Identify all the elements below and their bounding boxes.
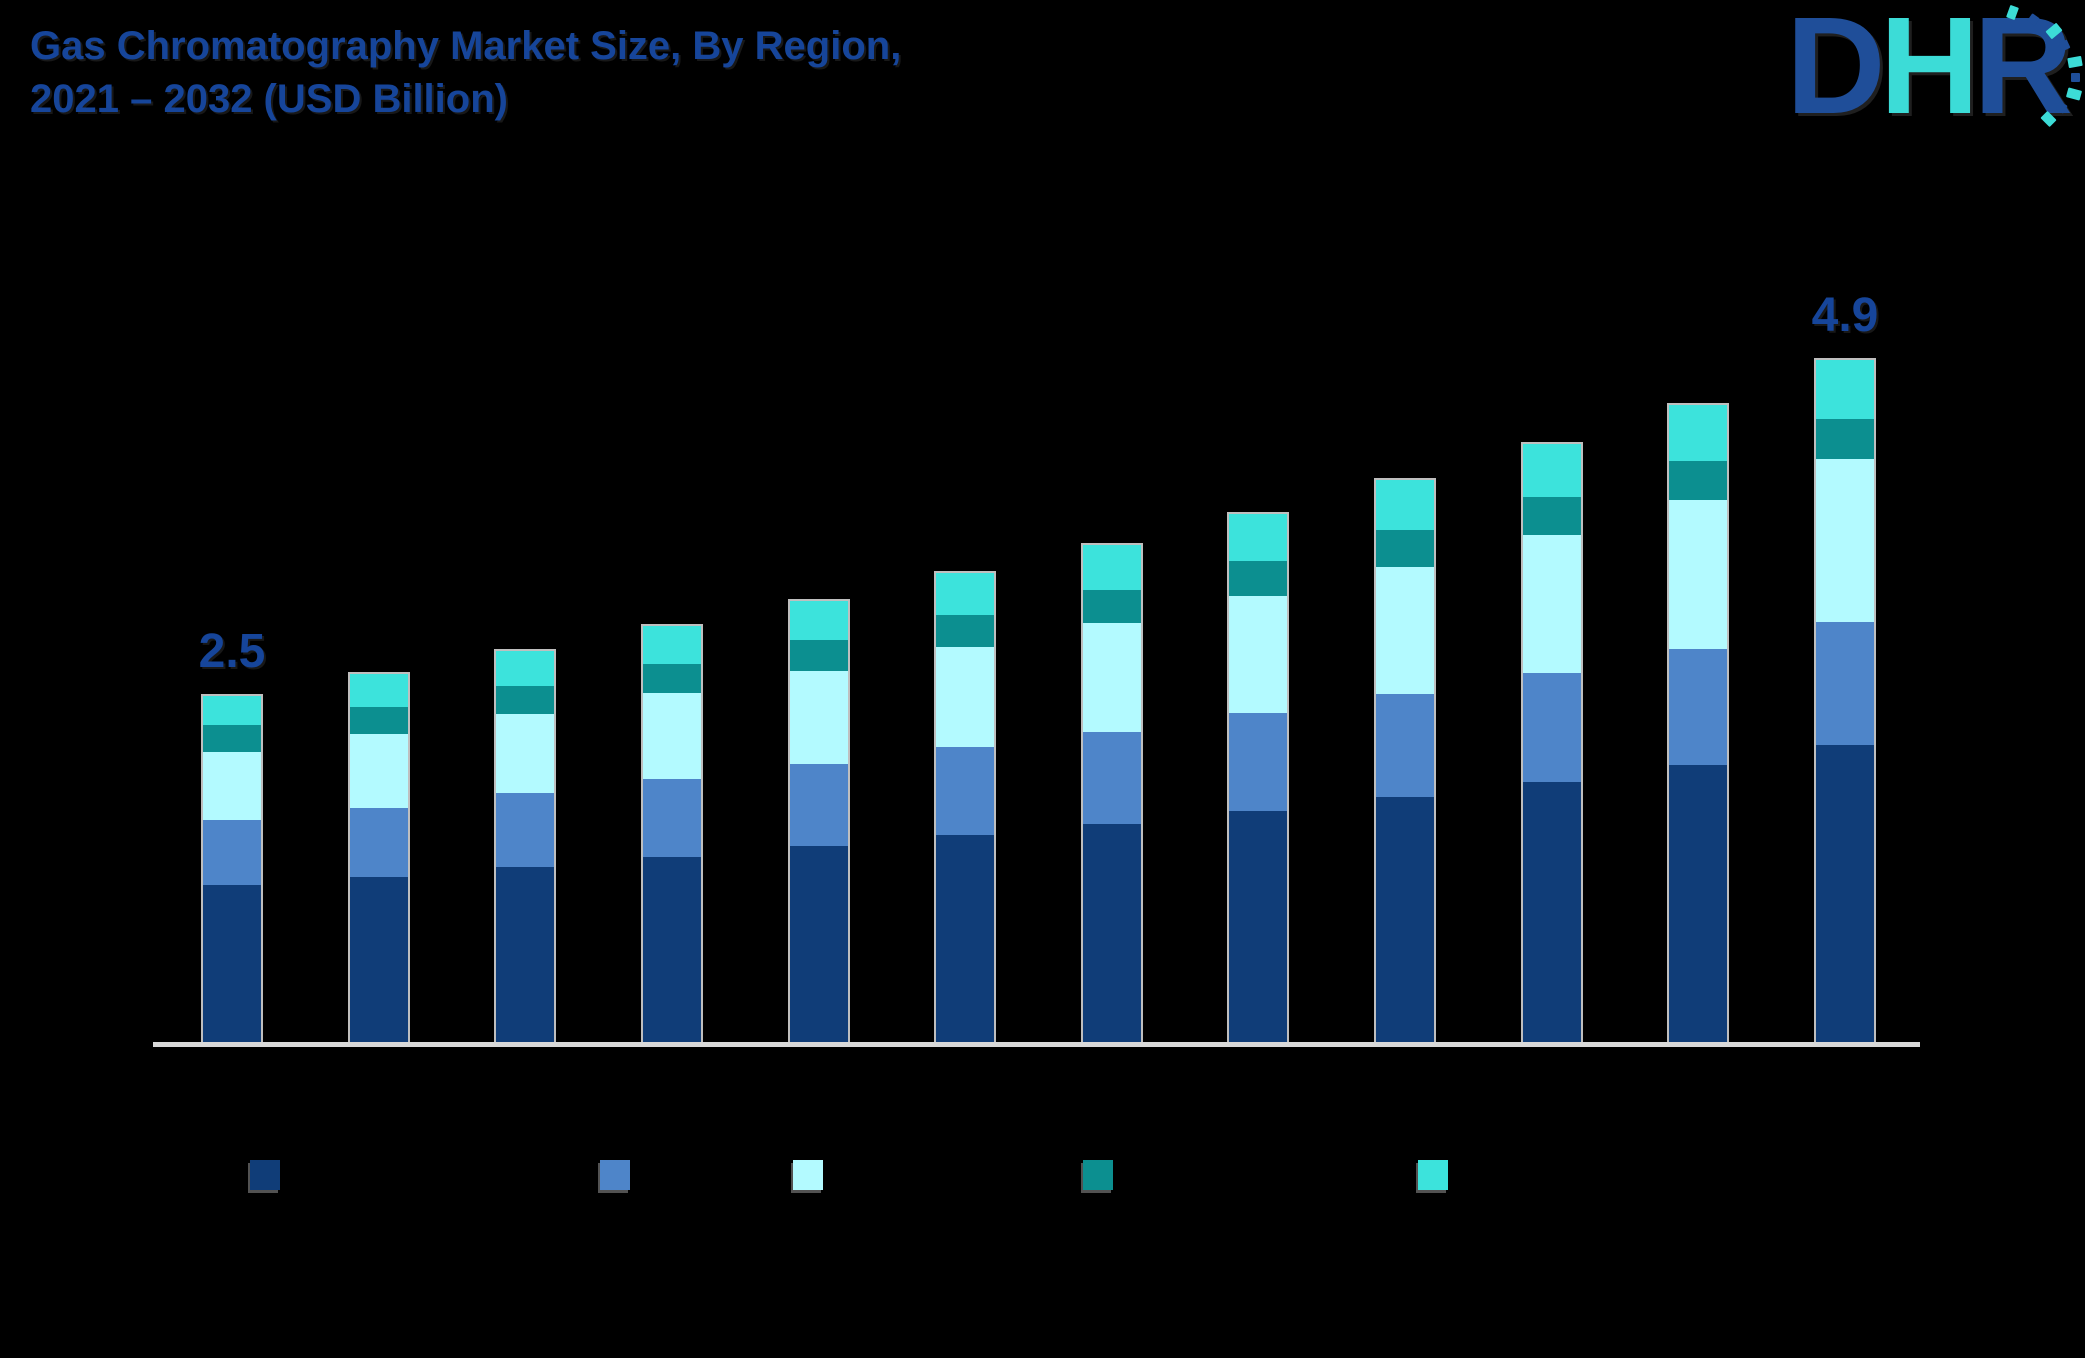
bar-2026 <box>934 571 996 1044</box>
bar-2022-region-segment-navy <box>350 877 408 1044</box>
bar-2021-region-segment-teal <box>203 725 261 752</box>
legend-swatch-5 <box>1418 1160 1448 1190</box>
bar-2025-region-segment-teal <box>790 640 848 671</box>
bar-2021-region-segment-palecyan <box>203 751 261 820</box>
bar-2026-region-segment-navy <box>936 834 994 1044</box>
value-label-2021: 2.5 <box>198 625 266 678</box>
value-label-2032: 4.9 <box>1811 289 1879 342</box>
bar-2031-region-segment-navy <box>1669 764 1727 1044</box>
bar-2023-region-segment-palecyan <box>496 713 554 794</box>
bar-2029 <box>1374 478 1436 1044</box>
x-axis-line <box>153 1042 1920 1047</box>
logo-letter-r: R <box>1973 0 2073 143</box>
bar-2021-region-segment-blue <box>203 819 261 886</box>
bar-2027 <box>1081 543 1143 1044</box>
bar-2028-region-segment-turquoise <box>1229 513 1287 562</box>
bar-2021 <box>201 694 263 1044</box>
bar-2028-region-segment-blue <box>1229 713 1287 812</box>
bar-2022 <box>348 672 410 1044</box>
bar-2026-region-segment-blue <box>936 747 994 835</box>
bar-2029-region-segment-turquoise <box>1376 480 1434 531</box>
bar-2030-region-segment-teal <box>1523 497 1581 535</box>
bar-2030 <box>1521 442 1583 1044</box>
bar-2028-region-segment-teal <box>1229 561 1287 597</box>
bar-2026-region-segment-turquoise <box>936 573 994 615</box>
legend-swatch-3 <box>793 1160 823 1190</box>
bar-2023-region-segment-turquoise <box>496 650 554 686</box>
bar-2023-region-segment-blue <box>496 793 554 867</box>
logo-letter-h: H <box>1879 0 1980 143</box>
bar-2031-region-segment-teal <box>1669 460 1727 500</box>
bar-2030-region-segment-turquoise <box>1523 444 1581 498</box>
bar-2022-region-segment-turquoise <box>350 674 408 708</box>
bar-2029-region-segment-palecyan <box>1376 566 1434 694</box>
bar-2024-region-segment-navy <box>643 857 701 1044</box>
bar-2032-region-segment-turquoise <box>1816 360 1874 419</box>
bar-2026-region-segment-palecyan <box>936 646 994 748</box>
bar-2027-region-segment-navy <box>1083 823 1141 1044</box>
bar-2032-region-segment-navy <box>1816 745 1874 1044</box>
bar-2024 <box>641 624 703 1044</box>
chart-title-line2: 2021 – 2032 (USD Billion) <box>30 77 508 121</box>
bar-2028-region-segment-palecyan <box>1229 596 1287 714</box>
bar-2032-region-segment-palecyan <box>1816 459 1874 623</box>
bar-2027-region-segment-blue <box>1083 731 1141 824</box>
bar-2022-region-segment-teal <box>350 707 408 734</box>
bar-2029-region-segment-navy <box>1376 796 1434 1044</box>
bar-2029-region-segment-blue <box>1376 693 1434 797</box>
dhr-logo: DHR <box>1786 0 2085 143</box>
legend-swatch-4 <box>1083 1160 1113 1190</box>
bar-2028-region-segment-navy <box>1229 811 1287 1044</box>
bar-2032-region-segment-teal <box>1816 418 1874 460</box>
bar-2026-region-segment-teal <box>936 614 994 647</box>
bar-2024-region-segment-palecyan <box>643 692 701 780</box>
bar-2021-region-segment-navy <box>203 885 261 1044</box>
bar-2025-region-segment-turquoise <box>790 601 848 640</box>
bar-2027-region-segment-palecyan <box>1083 623 1141 732</box>
bar-2031-region-segment-palecyan <box>1669 499 1727 650</box>
bar-2031 <box>1667 403 1729 1044</box>
bar-2024-region-segment-blue <box>643 779 701 858</box>
bar-2025-region-segment-navy <box>790 846 848 1044</box>
bar-2028 <box>1227 512 1289 1044</box>
bar-2030-region-segment-blue <box>1523 672 1581 782</box>
legend-swatch-1 <box>250 1160 280 1190</box>
legend-swatch-2 <box>600 1160 630 1190</box>
bar-2023-region-segment-navy <box>496 867 554 1044</box>
bar-2022-region-segment-palecyan <box>350 733 408 808</box>
bar-2032-region-segment-blue <box>1816 622 1874 746</box>
bar-2027-region-segment-teal <box>1083 589 1141 624</box>
bar-2023 <box>494 649 556 1044</box>
bar-2025-region-segment-blue <box>790 763 848 847</box>
bar-2024-region-segment-teal <box>643 663 701 693</box>
chart-title-line1: Gas Chromatography Market Size, By Regio… <box>30 24 902 68</box>
bar-2029-region-segment-teal <box>1376 530 1434 567</box>
logo-sparkle-dot <box>2071 73 2080 82</box>
bar-2022-region-segment-blue <box>350 807 408 878</box>
bar-2027-region-segment-turquoise <box>1083 544 1141 590</box>
bar-2025 <box>788 599 850 1044</box>
bar-2030-region-segment-palecyan <box>1523 534 1581 673</box>
bar-2023-region-segment-teal <box>496 685 554 714</box>
bar-2024-region-segment-turquoise <box>643 626 701 664</box>
bar-2021-region-segment-turquoise <box>203 696 261 726</box>
bar-2031-region-segment-turquoise <box>1669 404 1727 461</box>
bar-2031-region-segment-blue <box>1669 649 1727 765</box>
chart-title: Gas Chromatography Market Size, By Regio… <box>30 20 901 126</box>
bar-2025-region-segment-palecyan <box>790 670 848 764</box>
bar-2032 <box>1814 358 1876 1044</box>
logo-letter-d: D <box>1786 0 1886 143</box>
bar-2030-region-segment-navy <box>1523 781 1581 1044</box>
